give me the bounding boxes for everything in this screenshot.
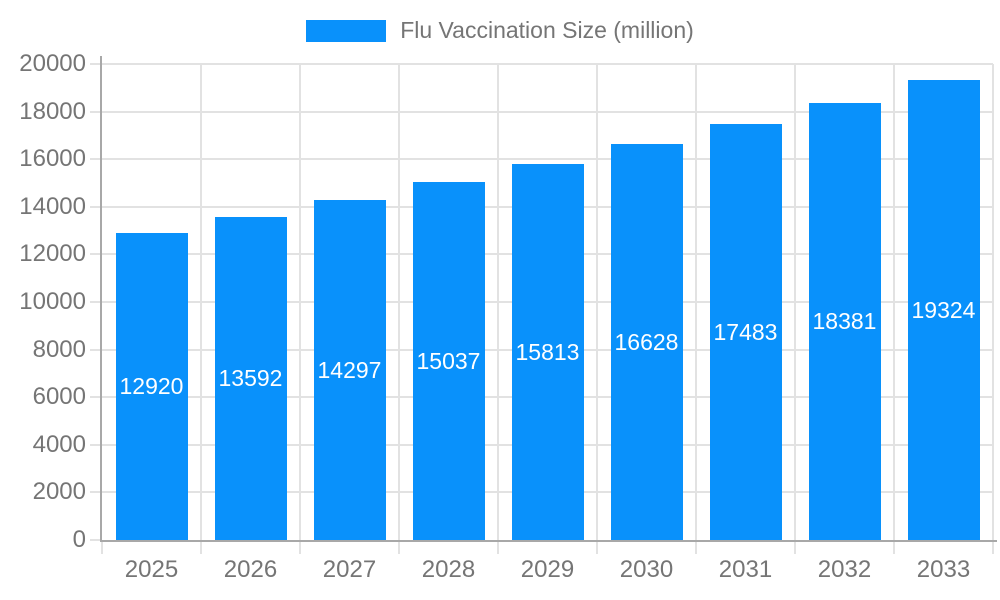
- y-axis-tick-label: 8000: [32, 335, 86, 363]
- x-axis-tick-label: 2033: [916, 556, 971, 583]
- bar-value-label: 15037: [416, 348, 481, 375]
- bar-2027[interactable]: 14297: [313, 199, 386, 540]
- y-gridline: [102, 158, 993, 161]
- bar-2026[interactable]: 13592: [214, 216, 287, 540]
- y-axis-tick-label: 0: [72, 526, 86, 553]
- y-axis-tick-label: 10000: [19, 288, 86, 315]
- x-axis-tick-label: 2026: [223, 556, 278, 583]
- legend-label: Flu Vaccination Size (million): [400, 17, 694, 43]
- y-gridline: [102, 63, 993, 65]
- x-gridline: [992, 64, 994, 540]
- y-axis-line: [100, 56, 102, 542]
- y-axis-tick-label: 16000: [19, 145, 86, 173]
- bar-value-label: 15813: [515, 338, 580, 365]
- x-axis-tick-label: 2029: [520, 556, 575, 583]
- x-gridline: [200, 64, 202, 540]
- x-axis-tick-label: 2031: [718, 556, 773, 583]
- plot-area: 12920 13592 14297 15037 15813 16628 17483 18381…: [102, 63, 994, 540]
- legend-swatch-icon: [306, 19, 387, 42]
- y-axis-tick-label: 20000: [19, 50, 86, 77]
- bar-2033[interactable]: 19324: [907, 80, 980, 540]
- bar-2025[interactable]: 12920: [115, 232, 188, 540]
- x-axis-tick-label: 2027: [322, 556, 377, 583]
- x-axis-line: [100, 540, 997, 542]
- y-tick: [90, 443, 102, 446]
- x-gridline: [695, 64, 697, 540]
- bar-2028[interactable]: 15037: [412, 182, 485, 540]
- x-tick: [695, 540, 697, 554]
- bar-value-label: 12920: [119, 373, 184, 400]
- y-axis-tick-label: 2000: [32, 478, 86, 506]
- x-gridline: [398, 64, 400, 540]
- y-axis-tick-label: 18000: [19, 97, 86, 125]
- bar-value-label: 13592: [218, 365, 283, 392]
- y-tick: [90, 396, 102, 399]
- y-tick: [90, 491, 102, 494]
- x-tick: [596, 540, 598, 554]
- x-tick: [101, 540, 103, 554]
- x-tick: [299, 540, 301, 554]
- bar-2031[interactable]: 17483: [709, 123, 782, 540]
- bar-value-label: 16628: [614, 329, 679, 356]
- bar-value-label: 19324: [911, 297, 976, 324]
- x-tick: [794, 540, 796, 554]
- x-tick: [398, 540, 400, 554]
- y-tick: [90, 205, 102, 208]
- bar-2032[interactable]: 18381: [808, 102, 881, 540]
- y-tick: [90, 539, 102, 541]
- x-gridline: [794, 64, 796, 540]
- x-axis-tick-label: 2025: [124, 556, 179, 583]
- y-tick: [90, 158, 102, 161]
- y-axis-tick-label: 12000: [19, 240, 86, 268]
- y-gridline: [102, 110, 993, 113]
- x-tick: [497, 540, 499, 554]
- x-axis-tick-label: 2032: [817, 556, 872, 583]
- y-tick: [90, 110, 102, 113]
- x-axis-tick-label: 2028: [421, 556, 476, 583]
- x-gridline: [299, 64, 301, 540]
- y-tick: [90, 301, 102, 303]
- bar-2029[interactable]: 15813: [511, 163, 584, 540]
- x-tick: [992, 540, 994, 554]
- y-tick: [90, 63, 102, 65]
- y-tick: [90, 348, 102, 351]
- x-tick: [200, 540, 202, 554]
- y-axis-tick-label: 14000: [19, 192, 86, 220]
- x-gridline: [893, 64, 895, 540]
- bar-value-label: 14297: [317, 356, 382, 383]
- x-axis-tick-label: 2030: [619, 556, 674, 583]
- bar-value-label: 18381: [812, 308, 877, 335]
- y-axis-tick-label: 4000: [32, 430, 86, 458]
- y-tick: [90, 253, 102, 256]
- bar-2030[interactable]: 16628: [610, 144, 683, 540]
- x-gridline: [596, 64, 598, 540]
- legend[interactable]: Flu Vaccination Size (million): [0, 17, 1000, 44]
- x-tick: [893, 540, 895, 554]
- y-axis-tick-label: 6000: [32, 383, 86, 411]
- x-gridline: [497, 64, 499, 540]
- bar-value-label: 17483: [713, 318, 778, 345]
